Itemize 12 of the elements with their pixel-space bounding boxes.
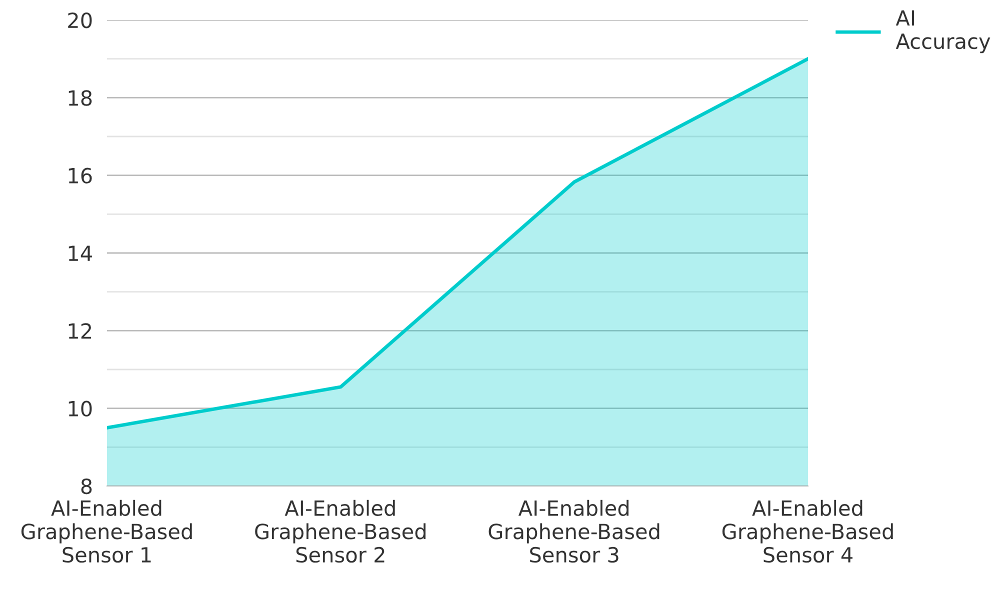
y-tick-label: 20 (68, 12, 92, 28)
y-tick-label: 12 (68, 323, 92, 339)
x-tick-label: AI-Enabled Graphene-Based Sensor 3 (488, 500, 660, 563)
x-tick-label: AI-Enabled Graphene-Based Sensor 2 (255, 500, 426, 563)
y-tick-label: 10 (68, 400, 92, 417)
x-tick-label: AI-Enabled Graphene-Based Sensor 1 (21, 500, 192, 563)
y-tick-label: 14 (68, 246, 92, 261)
y-tick-label: 16 (68, 168, 92, 184)
legend-label: AI Accuracy (896, 10, 990, 54)
y-tick-label: 18 (68, 90, 92, 106)
x-tick-label: AI-Enabled Graphene-Based Sensor 4 (722, 500, 893, 563)
y-tick-label: 8 (81, 478, 92, 494)
